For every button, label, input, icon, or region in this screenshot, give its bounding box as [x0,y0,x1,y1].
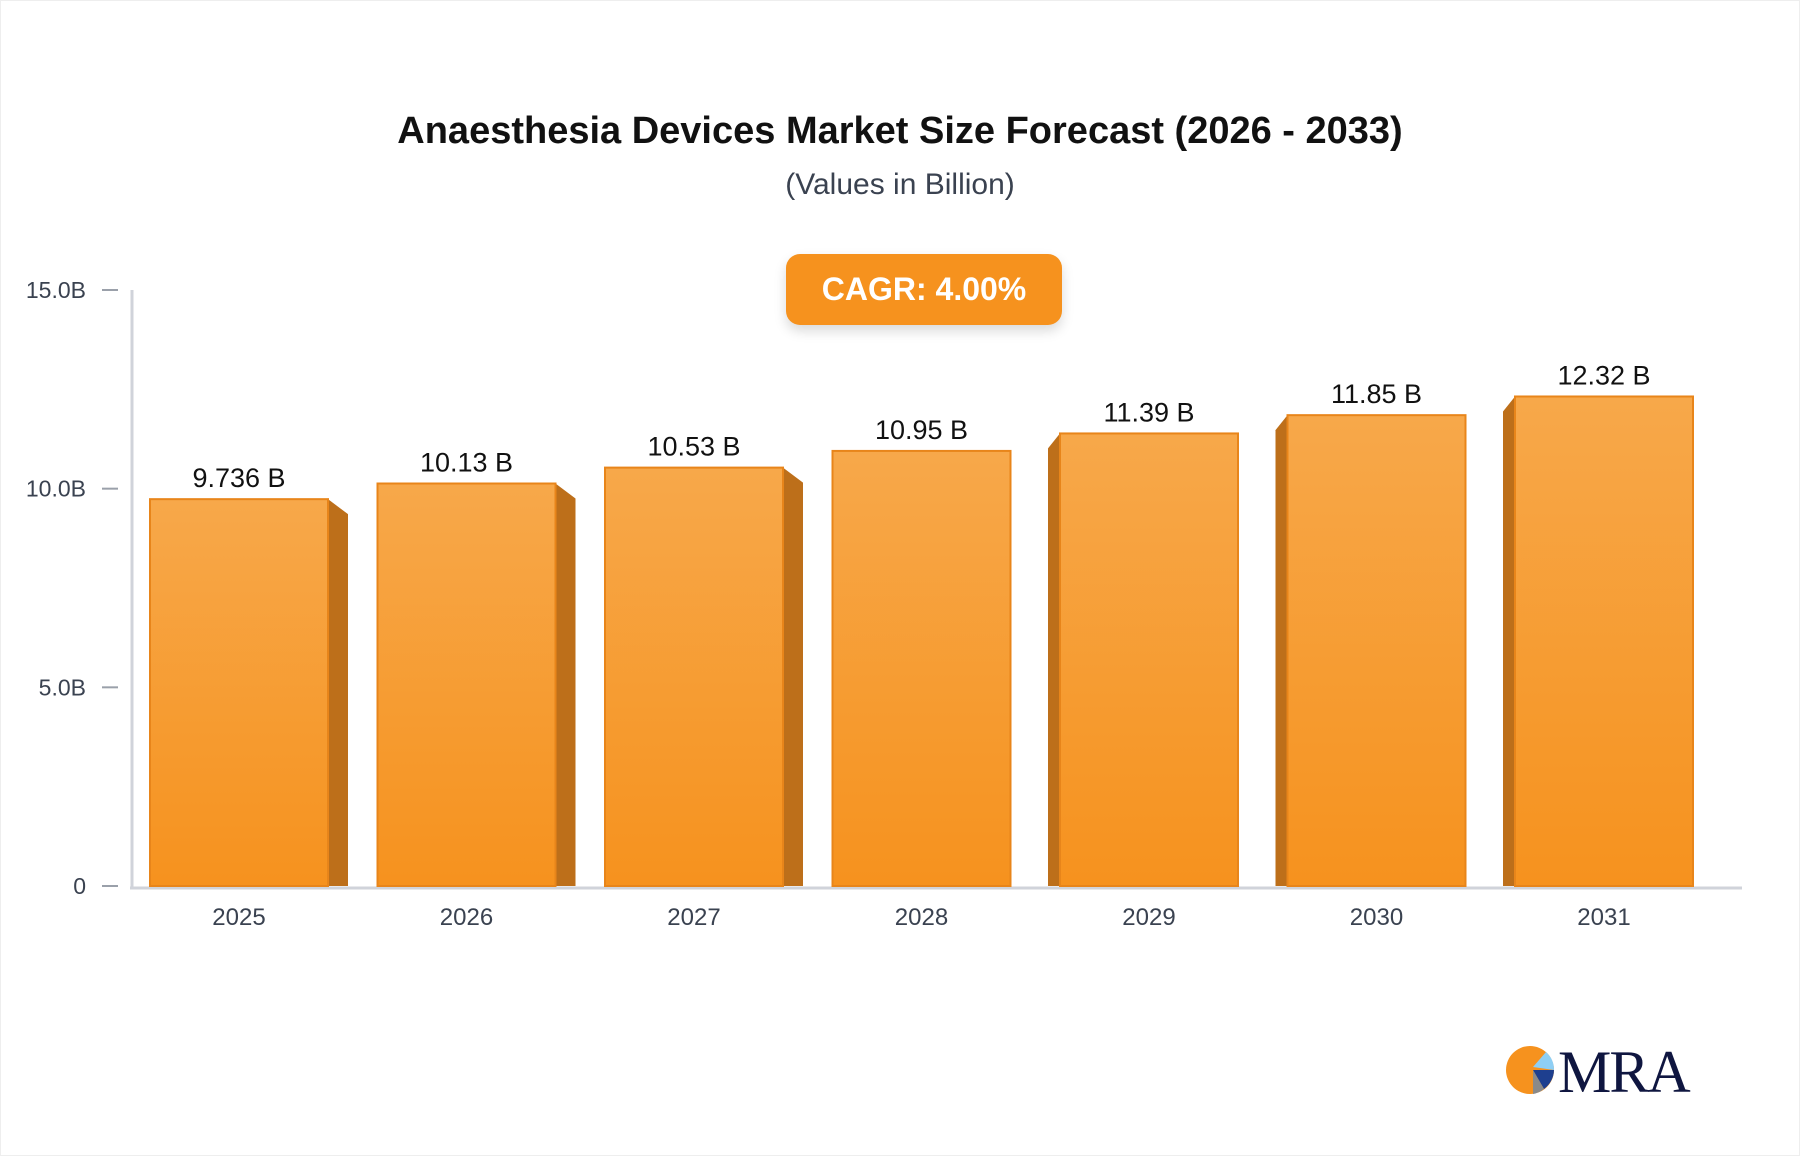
bar [1286,414,1467,887]
data-label: 12.32 B [1557,360,1650,390]
bar-side [328,499,348,886]
svg-text:MRA: MRA [1558,1040,1690,1100]
chart-subtitle: (Values in Billion) [785,168,1015,201]
bar-side [1048,433,1060,886]
bar [1059,432,1239,887]
bar-side [783,467,803,886]
x-tick-label: 2030 [1350,904,1403,931]
data-label: 9.736 B [192,463,285,493]
data-label: 10.13 B [420,448,513,478]
cagr-badge: CAGR: 4.00% [786,254,1062,325]
y-tick-label: 5.0B [39,674,86,700]
data-label: 10.95 B [875,415,968,445]
x-tick-label: 2029 [1122,904,1175,931]
bar-side [555,483,576,886]
bar [149,498,329,887]
bar [376,482,557,887]
y-tick-label: 0 [73,873,86,899]
bar-side [1275,415,1288,886]
x-tick-label: 2028 [895,904,948,931]
bar-side [1503,396,1515,886]
x-tick-label: 2027 [667,904,720,931]
x-tick-label: 2025 [212,904,265,931]
data-label: 10.53 B [647,432,740,462]
bar [604,466,784,887]
x-tick-label: 2026 [440,904,493,931]
y-tick-label: 10.0B [26,476,86,502]
bar [1514,395,1694,887]
x-tick-label: 2031 [1577,904,1630,931]
bar [831,449,1012,887]
data-label: 11.85 B [1331,379,1422,409]
chart-title: Anaesthesia Devices Market Size Forecast… [397,110,1403,152]
mra-logo: MRA [1506,1040,1696,1100]
data-label: 11.39 B [1103,397,1194,427]
y-tick-label: 15.0B [26,277,86,303]
